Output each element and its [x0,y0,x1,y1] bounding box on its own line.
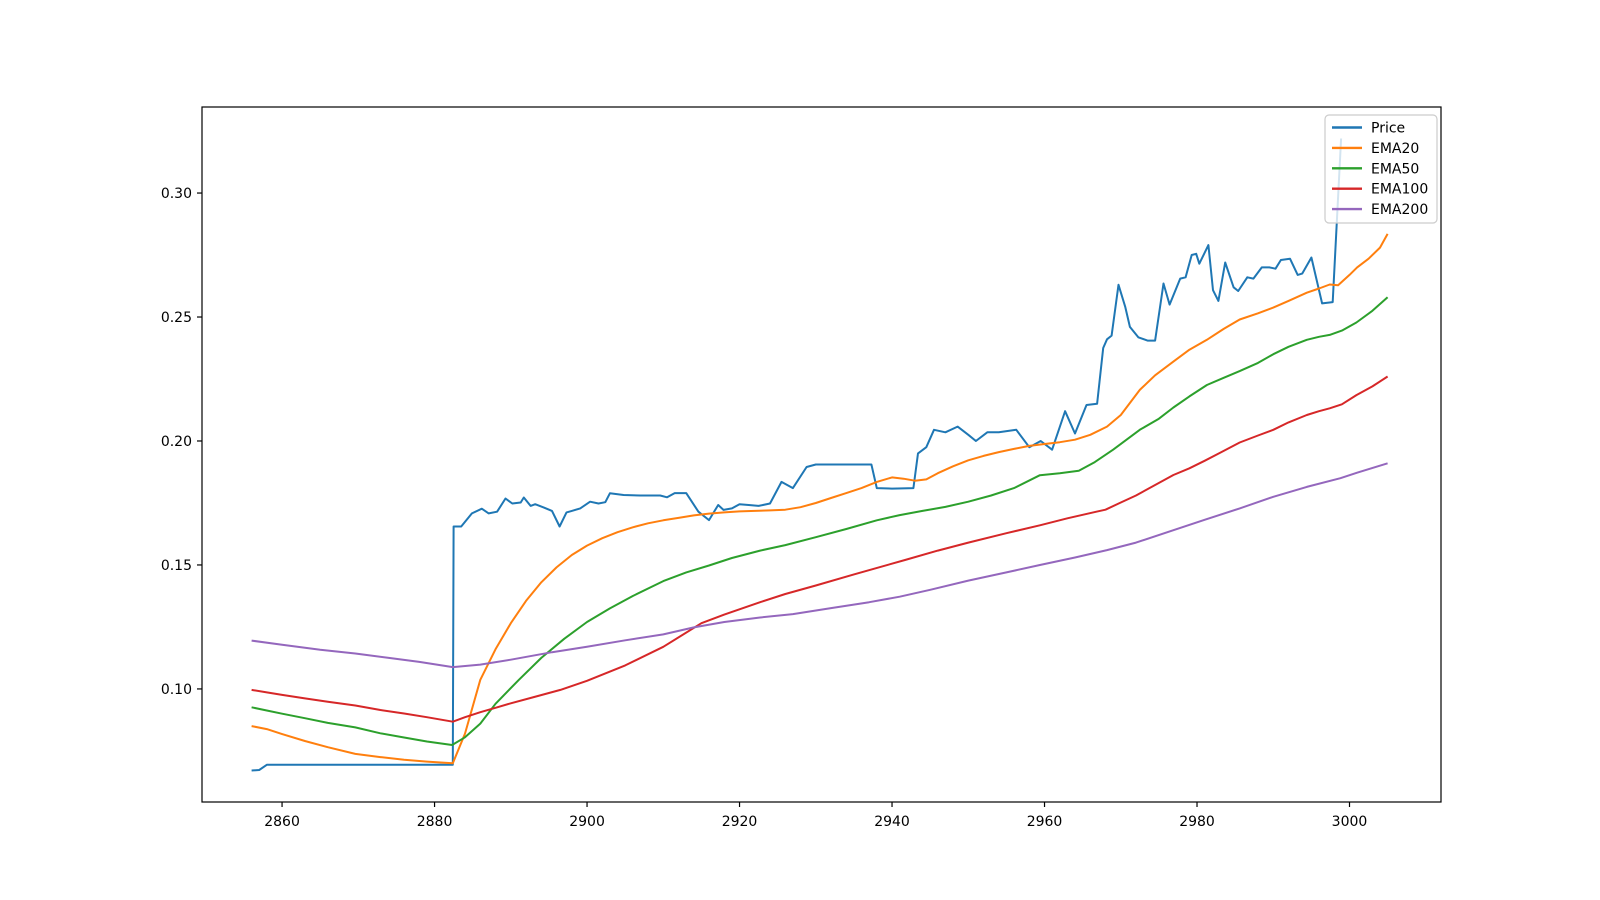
ema20-line [251,233,1389,765]
legend-label: Price [1371,121,1405,137]
y-tick-label: 0.30 [161,186,192,202]
legend-label: EMA20 [1371,141,1419,157]
legend-label: EMA100 [1371,182,1428,198]
legend: Price EMA20 EMA50 EMA100 EMA200 [1324,114,1438,224]
y-tick-label: 0.25 [161,310,192,326]
y-tick-label: 0.10 [161,682,192,698]
legend-label: EMA200 [1371,202,1428,218]
x-tick-label: 2960 [1027,814,1063,830]
x-tick-label: 2900 [569,814,605,830]
y-tick-label: 0.15 [161,558,192,574]
legend-box [1324,114,1438,224]
y-tick-label: 0.20 [161,434,192,450]
price-line [251,138,1343,772]
x-tick-label: 2940 [874,814,910,830]
x-tick-label: 2920 [722,814,758,830]
plot-area-border [201,106,1442,803]
ema50-line [251,296,1389,746]
x-tick-label: 3000 [1332,814,1368,830]
x-tick-label: 2980 [1179,814,1215,830]
ema100-line [251,375,1389,723]
legend-label: EMA50 [1371,161,1419,177]
x-tick-label: 2880 [417,814,453,830]
ema200-line [251,462,1388,669]
x-tick-label: 2860 [264,814,300,830]
